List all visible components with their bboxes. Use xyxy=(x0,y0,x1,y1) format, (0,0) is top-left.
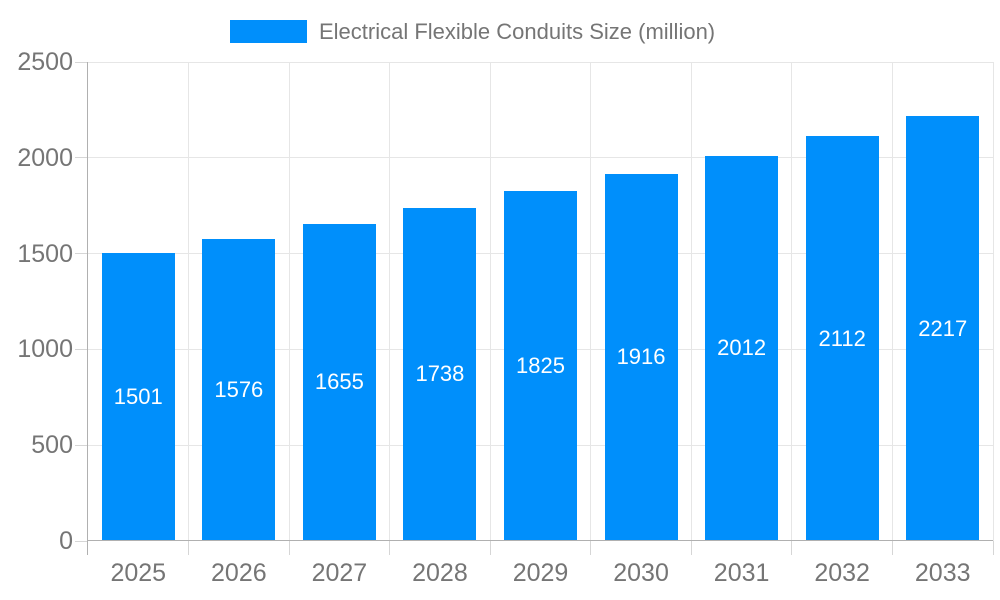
gridline-vertical xyxy=(791,62,793,541)
gridline-vertical xyxy=(288,62,290,541)
x-axis-tick xyxy=(489,541,491,555)
y-axis-tick xyxy=(75,348,88,350)
bar[interactable]: 1738 xyxy=(403,207,477,541)
y-axis-tick xyxy=(75,253,88,255)
y-axis-line xyxy=(87,62,88,555)
bar-value-label: 1655 xyxy=(314,369,364,395)
y-axis-tick xyxy=(75,61,88,63)
x-axis-tick xyxy=(690,541,692,555)
bar[interactable]: 1576 xyxy=(202,239,276,541)
x-axis-tick xyxy=(992,541,994,555)
x-axis-tick-label: 2032 xyxy=(814,559,870,587)
bar[interactable]: 1501 xyxy=(101,253,175,541)
x-axis-tick-label: 2025 xyxy=(110,559,167,587)
y-axis-tick xyxy=(75,540,88,542)
legend-swatch xyxy=(230,20,307,43)
gridline-vertical xyxy=(188,62,190,541)
bar-value-label: 1916 xyxy=(616,344,666,370)
bar-value-label: 2112 xyxy=(818,325,866,351)
bar[interactable]: 1655 xyxy=(302,223,376,541)
x-axis-tick-label: 2028 xyxy=(412,559,468,587)
x-axis-tick-label: 2031 xyxy=(713,559,770,587)
bar-value-label: 1576 xyxy=(214,377,264,402)
gridline-horizontal xyxy=(88,61,993,63)
y-axis-tick xyxy=(75,444,88,446)
y-axis-tick-label: 500 xyxy=(31,431,73,460)
bar-value-label: 2012 xyxy=(717,335,767,361)
bar[interactable]: 1825 xyxy=(504,191,577,541)
x-axis-tick-label: 2033 xyxy=(914,559,971,587)
y-axis-tick-label: 2000 xyxy=(17,143,73,172)
bar-value-label: 2217 xyxy=(918,315,968,341)
bar[interactable]: 2217 xyxy=(906,116,980,541)
x-axis-line xyxy=(87,540,993,541)
y-axis-tick-label: 1500 xyxy=(17,239,73,268)
bar[interactable]: 2112 xyxy=(805,136,879,541)
y-axis-tick xyxy=(75,157,88,159)
x-axis-tick xyxy=(288,541,290,555)
bar-value-label: 1738 xyxy=(415,361,465,387)
bar-value-label: 1825 xyxy=(516,353,565,379)
x-axis-tick-label: 2029 xyxy=(512,559,569,587)
x-axis-tick xyxy=(389,541,391,555)
gridline-horizontal xyxy=(88,157,993,159)
legend[interactable]: Electrical Flexible Conduits Size (milli… xyxy=(230,18,716,44)
gridline-vertical xyxy=(690,62,692,541)
x-axis-tick-label: 2030 xyxy=(613,559,669,587)
x-axis-tick xyxy=(188,541,190,555)
y-axis-tick-label: 0 xyxy=(59,527,73,555)
x-axis-tick-label: 2026 xyxy=(211,559,267,587)
legend-label: Electrical Flexible Conduits Size (milli… xyxy=(319,18,716,44)
x-axis-tick xyxy=(791,541,793,555)
gridline-vertical xyxy=(992,62,994,541)
x-axis-tick-label: 2027 xyxy=(311,559,368,587)
bar-value-label: 1501 xyxy=(113,384,163,410)
bar[interactable]: 1916 xyxy=(604,173,678,541)
y-axis-tick-label: 2500 xyxy=(17,48,73,76)
x-axis-tick xyxy=(590,541,592,555)
gridline-vertical xyxy=(489,62,491,541)
gridline-vertical xyxy=(389,62,391,541)
gridline-vertical xyxy=(590,62,592,541)
gridline-vertical xyxy=(891,62,893,541)
y-axis-tick-label: 1000 xyxy=(17,335,73,364)
x-axis-tick xyxy=(891,541,893,555)
bar[interactable]: 2012 xyxy=(705,155,779,541)
